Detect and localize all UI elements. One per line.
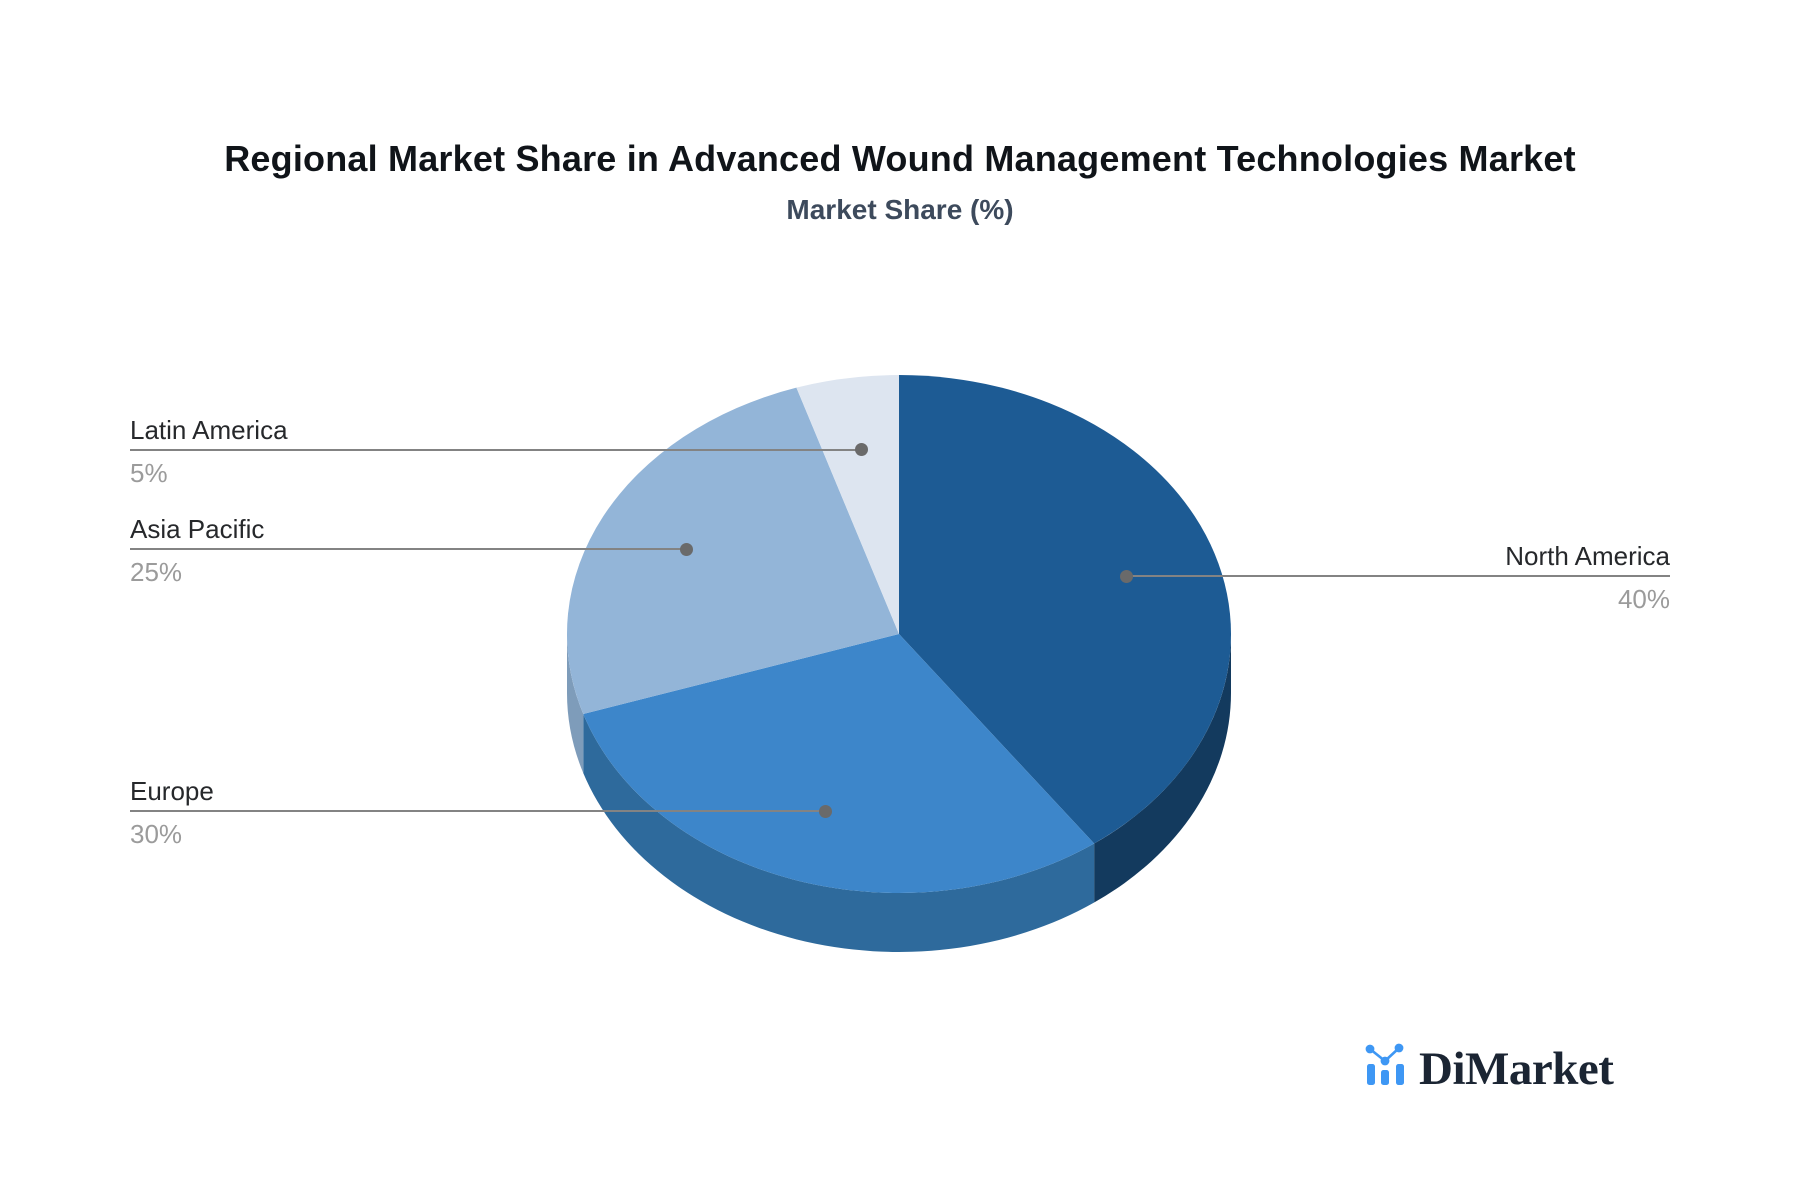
pie-slice-side-north-america [1094,634,1231,903]
chart-subtitle: Market Share (%) [786,194,1014,225]
leader-line [130,804,832,818]
leader-dot [855,443,869,457]
bar-line-chart-icon [1365,1043,1404,1085]
leader-dot [818,804,832,818]
slice-label: Latin America [130,414,288,445]
leader-dot [1119,569,1133,583]
slice-value: 30% [130,819,183,850]
pie-slice-north-america[interactable] [899,375,1231,844]
slice-label: Europe [130,776,214,807]
pie-slice-latin-america[interactable] [796,375,899,634]
pie-slice-side-europe [583,714,1095,952]
slice-value: 5% [130,457,168,488]
leader-line [130,542,693,556]
chart-title: Regional Market Share in Advanced Wound … [224,138,1576,179]
slice-value: 25% [130,557,183,588]
dimarket-logo: DiMarket [1362,1038,1662,1098]
leader-line [1119,569,1670,583]
slice-label: North America [1505,541,1670,572]
brand-name: DiMarket [1419,1043,1614,1095]
leader-line [130,443,869,457]
pie-slice-side-asia-pacific [567,634,584,774]
pie-slice-europe[interactable] [583,634,1095,893]
slice-label: Asia Pacific [130,514,265,545]
slice-value: 40% [1617,584,1670,615]
pie-slice-asia-pacific[interactable] [566,387,899,715]
leader-dot [679,542,693,556]
